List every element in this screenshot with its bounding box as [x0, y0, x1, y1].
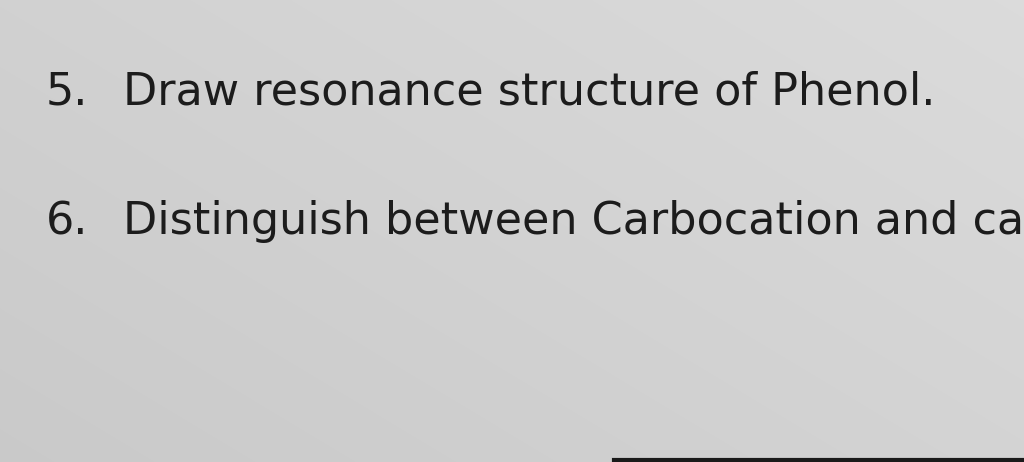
Text: Distinguish between Carbocation and carbanion.: Distinguish between Carbocation and carb… — [123, 200, 1024, 243]
Text: 6.: 6. — [46, 200, 88, 243]
Text: Draw resonance structure of Phenol.: Draw resonance structure of Phenol. — [123, 71, 935, 114]
Text: 5.: 5. — [46, 71, 88, 114]
